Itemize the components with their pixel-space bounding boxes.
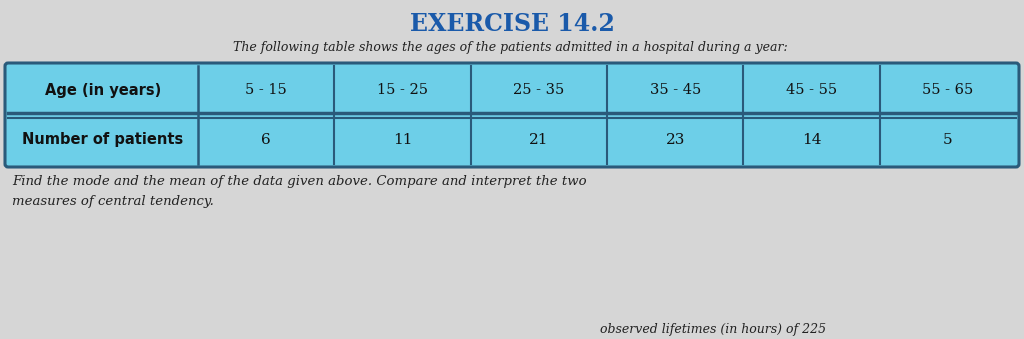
FancyBboxPatch shape [5, 63, 1019, 167]
Text: 45 - 55: 45 - 55 [786, 83, 837, 98]
Text: 23: 23 [666, 133, 685, 146]
Text: 5 - 15: 5 - 15 [246, 83, 287, 98]
Text: 5: 5 [943, 133, 952, 146]
Text: 6: 6 [261, 133, 271, 146]
Text: Number of patients: Number of patients [23, 132, 183, 147]
Text: EXERCISE 14.2: EXERCISE 14.2 [410, 12, 614, 36]
Text: 15 - 25: 15 - 25 [377, 83, 428, 98]
Text: 25 - 35: 25 - 35 [513, 83, 564, 98]
Text: 55 - 65: 55 - 65 [923, 83, 974, 98]
Text: The following table shows the ages of the patients admitted in a hospital during: The following table shows the ages of th… [232, 41, 787, 55]
Text: Find the mode and the mean of the data given above. Compare and interpret the tw: Find the mode and the mean of the data g… [12, 175, 587, 187]
Text: 35 - 45: 35 - 45 [649, 83, 700, 98]
Text: 14: 14 [802, 133, 821, 146]
Text: measures of central tendency.: measures of central tendency. [12, 195, 214, 207]
Text: 21: 21 [529, 133, 549, 146]
Text: 11: 11 [393, 133, 413, 146]
Text: Age (in years): Age (in years) [45, 83, 161, 98]
Text: observed lifetimes (in hours) of 225: observed lifetimes (in hours) of 225 [600, 322, 826, 336]
